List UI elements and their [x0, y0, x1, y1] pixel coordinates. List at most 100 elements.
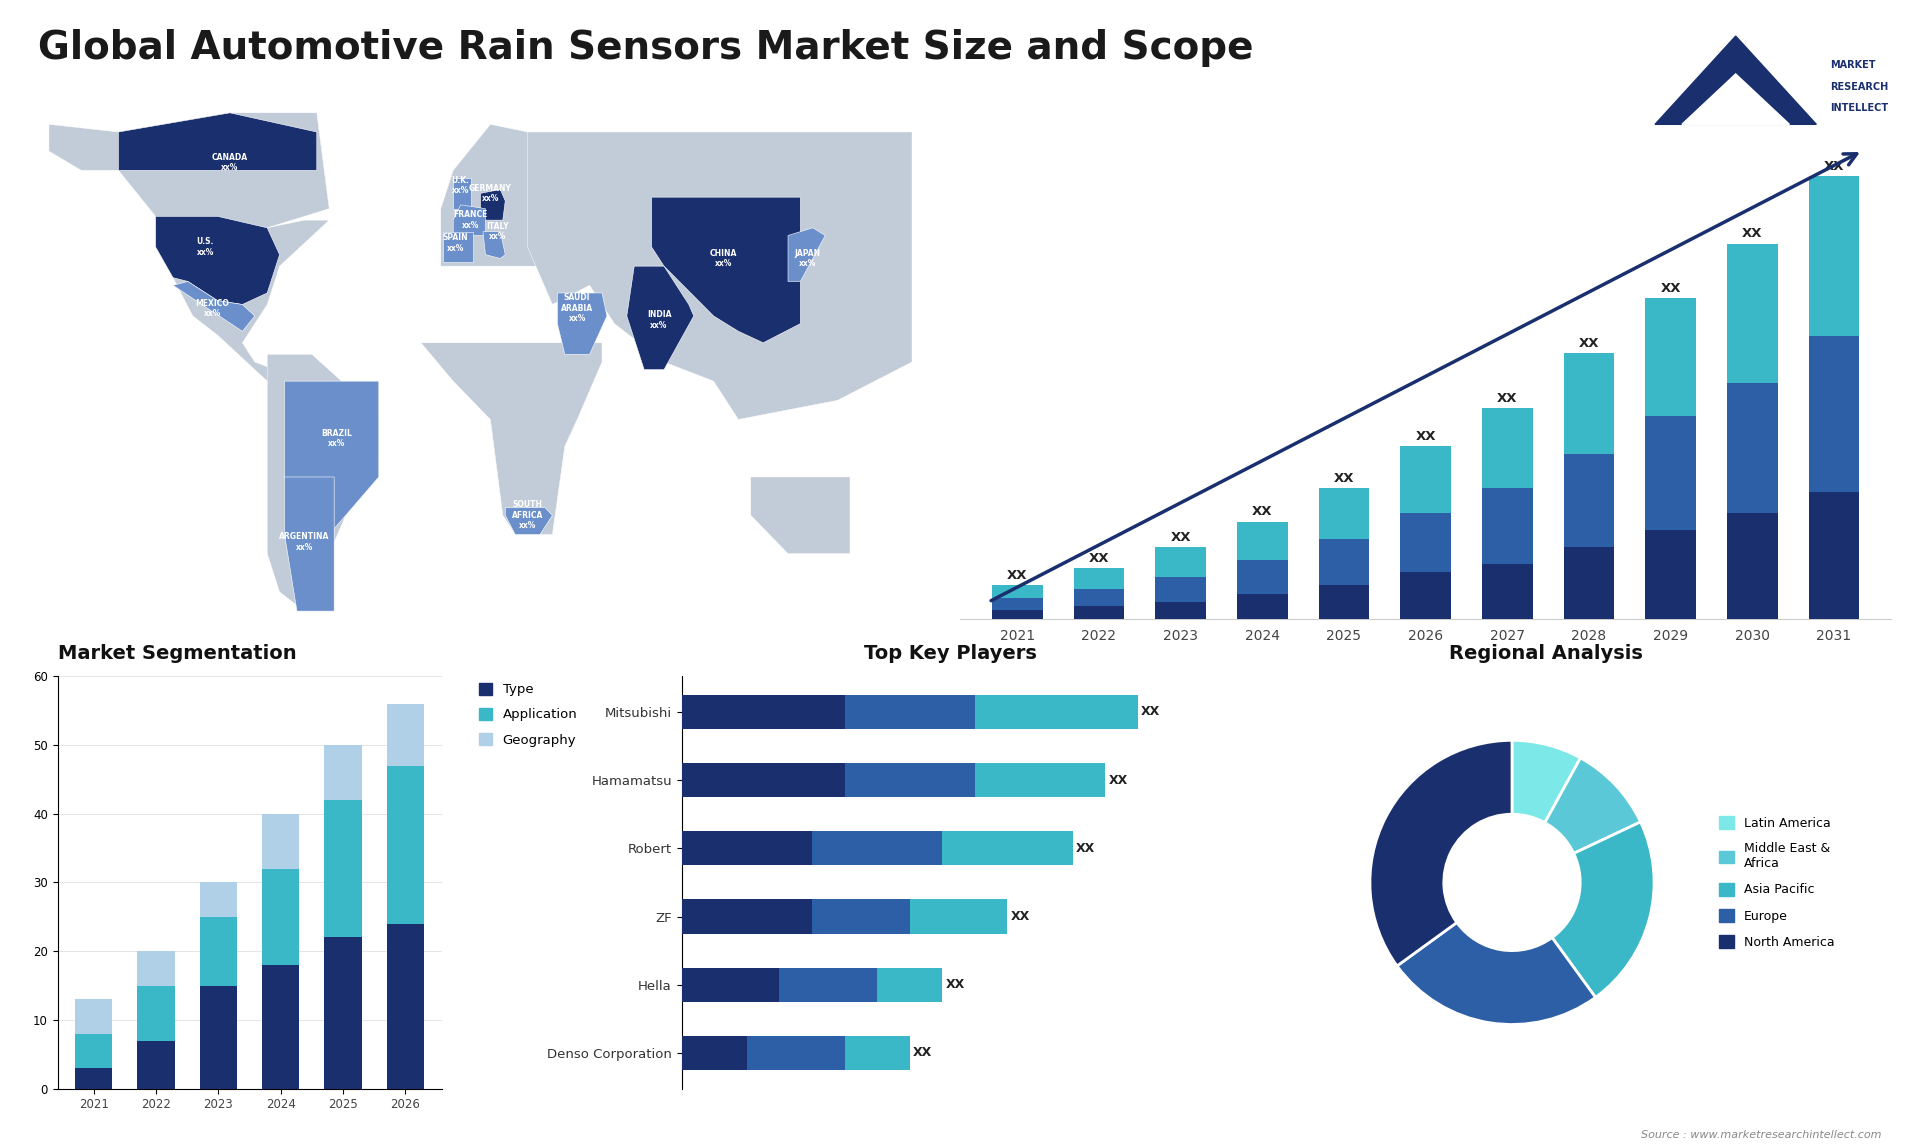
Wedge shape — [1551, 822, 1653, 997]
Text: MEXICO
xx%: MEXICO xx% — [196, 299, 230, 317]
Polygon shape — [420, 343, 603, 534]
Bar — [1482, 564, 1532, 619]
Bar — [682, 831, 812, 865]
Text: Market Segmentation: Market Segmentation — [58, 644, 296, 662]
Bar — [75, 999, 113, 1034]
Text: ITALY
xx%: ITALY xx% — [486, 222, 509, 242]
Polygon shape — [505, 508, 553, 534]
Polygon shape — [480, 189, 505, 220]
Bar — [1726, 383, 1778, 513]
Bar — [845, 694, 975, 729]
Text: XX: XX — [1140, 706, 1160, 719]
Polygon shape — [284, 382, 378, 534]
Bar — [386, 704, 424, 766]
Bar — [138, 986, 175, 1041]
Bar — [1156, 576, 1206, 602]
Bar — [780, 967, 877, 1002]
Polygon shape — [626, 266, 693, 370]
Bar — [1809, 176, 1859, 336]
Text: XX: XX — [1108, 774, 1127, 786]
Bar — [1073, 568, 1125, 589]
Bar — [682, 1036, 747, 1070]
Bar — [1319, 488, 1369, 539]
Bar — [1156, 602, 1206, 619]
Bar — [747, 1036, 845, 1070]
Polygon shape — [1655, 37, 1816, 125]
Bar — [812, 831, 943, 865]
Polygon shape — [557, 293, 607, 354]
Text: XX: XX — [1824, 159, 1845, 173]
Text: XX: XX — [1010, 910, 1029, 923]
Bar — [1319, 586, 1369, 619]
Bar — [1236, 559, 1288, 594]
Polygon shape — [444, 231, 472, 262]
Bar — [993, 611, 1043, 619]
Text: INTELLECT: INTELLECT — [1830, 103, 1887, 113]
Bar — [1156, 547, 1206, 576]
Bar — [1236, 521, 1288, 559]
Bar — [1645, 531, 1695, 619]
Polygon shape — [284, 477, 334, 611]
Bar — [1400, 513, 1452, 573]
Text: XX: XX — [1006, 568, 1027, 582]
Text: ARGENTINA
xx%: ARGENTINA xx% — [278, 533, 330, 552]
Text: XX: XX — [1661, 282, 1680, 295]
Bar — [1400, 446, 1452, 513]
Bar — [1645, 298, 1695, 416]
Text: BRAZIL
xx%: BRAZIL xx% — [321, 429, 351, 448]
Bar — [993, 598, 1043, 611]
Text: U.K.
xx%: U.K. xx% — [451, 176, 470, 195]
Bar — [1482, 488, 1532, 564]
Polygon shape — [787, 228, 826, 282]
Bar — [324, 745, 361, 800]
Bar — [877, 967, 943, 1002]
Bar — [75, 1068, 113, 1089]
Text: XX: XX — [1498, 392, 1517, 405]
Polygon shape — [484, 231, 505, 259]
Bar — [261, 869, 300, 965]
Bar — [261, 814, 300, 869]
Text: FRANCE
xx%: FRANCE xx% — [453, 211, 488, 230]
Polygon shape — [48, 112, 328, 382]
Legend: Type, Application, Geography: Type, Application, Geography — [478, 683, 578, 747]
Legend: Latin America, Middle East &
Africa, Asia Pacific, Europe, North America: Latin America, Middle East & Africa, Asi… — [1715, 811, 1839, 953]
Text: XX: XX — [1415, 430, 1436, 442]
Bar — [1400, 573, 1452, 619]
Bar — [975, 763, 1106, 798]
Bar — [975, 694, 1139, 729]
Bar — [386, 766, 424, 924]
Bar — [845, 1036, 910, 1070]
Text: XX: XX — [1741, 227, 1763, 241]
Bar — [1236, 594, 1288, 619]
Polygon shape — [1682, 73, 1789, 125]
Polygon shape — [119, 112, 317, 171]
Text: GERMANY
xx%: GERMANY xx% — [468, 183, 513, 203]
Bar — [812, 900, 910, 934]
Text: XX: XX — [945, 979, 964, 991]
Bar — [1809, 336, 1859, 493]
Wedge shape — [1398, 923, 1596, 1025]
Bar — [682, 900, 812, 934]
Bar — [993, 586, 1043, 598]
Polygon shape — [453, 178, 470, 209]
Bar — [1809, 493, 1859, 619]
Text: Source : www.marketresearchintellect.com: Source : www.marketresearchintellect.com — [1642, 1130, 1882, 1140]
Text: XX: XX — [1171, 531, 1190, 543]
Text: Global Automotive Rain Sensors Market Size and Scope: Global Automotive Rain Sensors Market Si… — [38, 29, 1254, 66]
Text: SAUDI
ARABIA
xx%: SAUDI ARABIA xx% — [561, 293, 593, 323]
Wedge shape — [1371, 740, 1513, 966]
Bar — [386, 924, 424, 1089]
Bar — [682, 763, 845, 798]
Bar — [1073, 589, 1125, 606]
Polygon shape — [156, 217, 280, 305]
Bar — [1319, 539, 1369, 586]
Bar — [1073, 606, 1125, 619]
Bar — [910, 900, 1008, 934]
Bar — [324, 800, 361, 937]
Bar — [1645, 416, 1695, 531]
Text: MARKET: MARKET — [1830, 60, 1876, 70]
Bar — [138, 951, 175, 986]
Bar — [324, 937, 361, 1089]
Text: SPAIN
xx%: SPAIN xx% — [444, 234, 468, 253]
Bar — [943, 831, 1073, 865]
